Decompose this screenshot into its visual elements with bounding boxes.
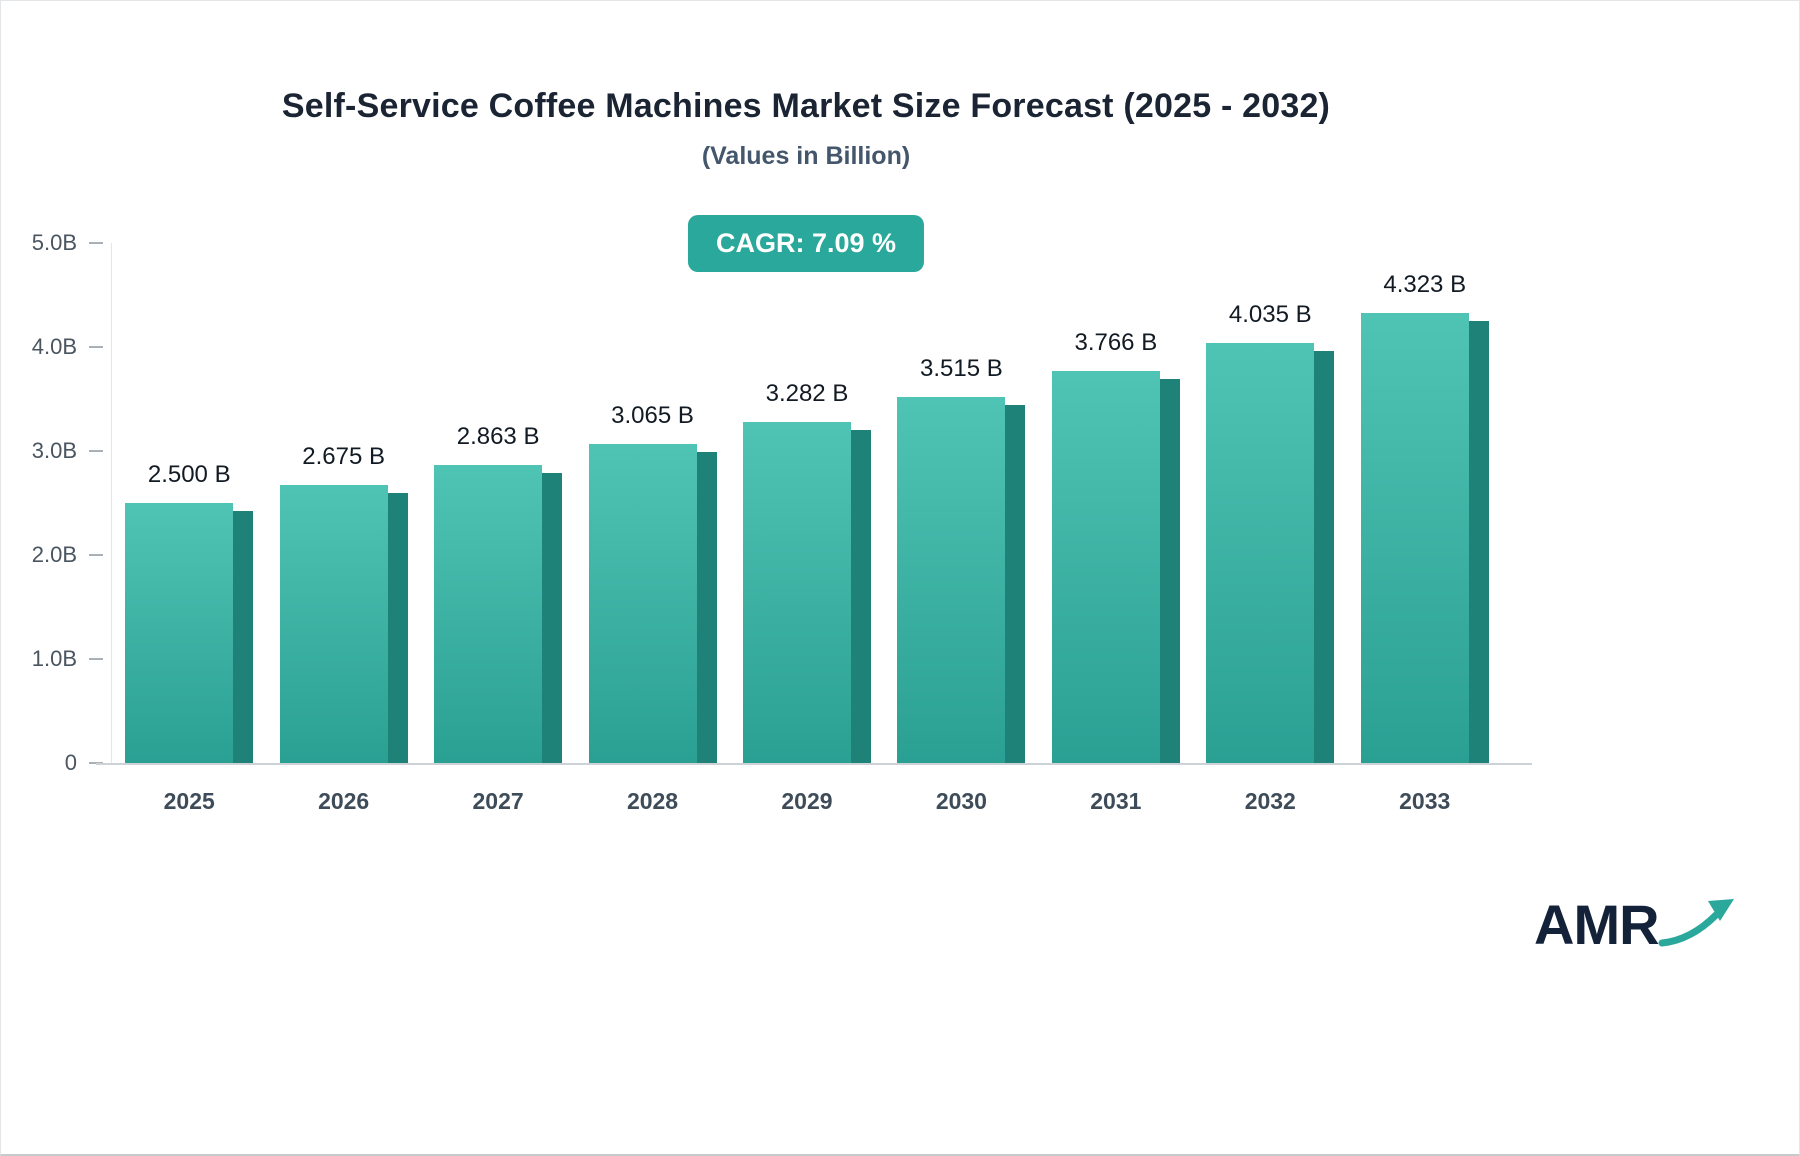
bar-value-label: 3.282 B: [765, 379, 849, 407]
bar-group: 2.500 B 2025: [112, 243, 266, 814]
chart-header: Self-Service Coffee Machines Market Size…: [1, 1, 1611, 171]
plot-area: 2.500 B 2025 2.675 B 2026 2.863 B 2027 3.065 B…: [96, 243, 1532, 814]
y-axis-tick-mark: [89, 554, 103, 556]
y-axis-tick-label: 2.0B: [31, 542, 77, 567]
bar-value-label: 4.035 B: [1228, 301, 1312, 329]
bar: [1051, 371, 1180, 763]
bar-group: 2.675 B 2026: [266, 243, 420, 814]
bar: [1206, 343, 1335, 763]
y-axis-tick-mark: [89, 450, 103, 452]
x-axis-label: 2030: [935, 788, 987, 814]
x-axis-label: 2032: [1244, 788, 1296, 814]
amr-logo: AMR: [1534, 895, 1744, 967]
x-axis-baseline: [96, 763, 1532, 765]
bar-group: 3.515 B 2030: [884, 243, 1038, 814]
y-axis: 0 1.0B 2.0B 3.0B 4.0B 5.0B: [1, 230, 111, 775]
chart-subtitle: (Values in Billion): [701, 142, 911, 170]
chart-title: Self-Service Coffee Machines Market Size…: [281, 87, 1331, 125]
bar-value-label: 4.323 B: [1383, 271, 1467, 299]
bar-value-label: 2.863 B: [456, 423, 540, 451]
bar-group: 3.065 B 2028: [575, 243, 729, 814]
bar-value-label: 3.766 B: [1074, 329, 1158, 357]
chart-area: CAGR: 7.09 % 0 1.0B 2.0B 3.0B 4.0B 5.0B 2.500…: [32, 215, 1532, 814]
bar-group: 4.035 B 2032: [1193, 243, 1347, 814]
x-axis-label: 2031: [1090, 788, 1142, 814]
bar: [125, 503, 254, 763]
y-axis-tick-mark: [89, 346, 103, 348]
bar-group: 3.282 B 2029: [730, 243, 884, 814]
bar: [588, 444, 717, 763]
bar: [279, 484, 408, 764]
bar: [1360, 313, 1489, 763]
bar: [897, 397, 1026, 763]
y-axis-tick-mark: [89, 242, 103, 244]
bar-value-label: 2.675 B: [302, 442, 386, 470]
bar: [742, 421, 871, 764]
y-axis-tick-label: 1.0B: [31, 646, 77, 671]
bar-value-label: 3.515 B: [920, 355, 1003, 383]
y-axis-tick-label: 5.0B: [31, 230, 77, 255]
bar-value-label: 3.065 B: [611, 402, 694, 430]
x-axis-label: 2026: [318, 788, 370, 814]
y-axis-tick-label: 3.0B: [31, 438, 77, 463]
y-axis-tick-label: 0: [64, 750, 77, 775]
x-axis-label: 2025: [163, 788, 215, 814]
bar-group: 3.766 B 2031: [1039, 243, 1193, 814]
bar-group: 2.863 B 2027: [421, 243, 575, 814]
amr-logo-text: AMR: [1534, 893, 1660, 956]
x-axis-label: 2033: [1399, 788, 1451, 814]
bar-group: 4.323 B 2033: [1348, 243, 1502, 814]
cagr-badge: CAGR: 7.09 %: [687, 215, 925, 272]
x-axis-label: 2027: [472, 788, 524, 814]
bar-value-label: 2.500 B: [147, 461, 231, 488]
growth-arrow-icon: [1658, 899, 1734, 947]
x-axis-label: 2029: [781, 788, 833, 814]
y-axis-tick-mark: [89, 658, 103, 660]
bar: [434, 465, 563, 763]
x-axis-label: 2028: [626, 788, 679, 814]
y-axis-tick-label: 4.0B: [31, 334, 77, 359]
